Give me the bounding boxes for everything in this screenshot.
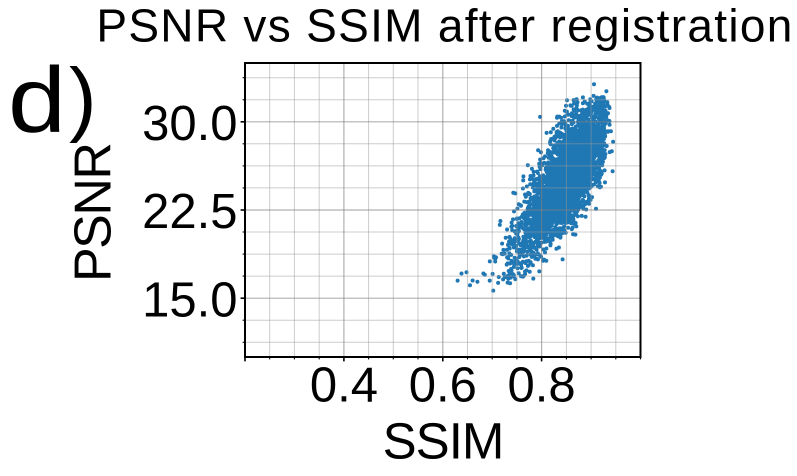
svg-text:SSIM: SSIM	[383, 412, 504, 469]
svg-text:d: d	[8, 48, 66, 152]
svg-text:0.8: 0.8	[508, 358, 576, 412]
svg-text:0.6: 0.6	[409, 358, 477, 412]
svg-text:PSNR vs SSIM after registratio: PSNR vs SSIM after registration	[96, 0, 793, 52]
svg-text:15.0: 15.0	[142, 273, 237, 327]
svg-text:PSNR: PSNR	[65, 144, 123, 282]
svg-text:0.4: 0.4	[310, 358, 378, 412]
svg-text:): )	[69, 51, 97, 144]
svg-text:22.5: 22.5	[142, 185, 237, 239]
svg-text:30.0: 30.0	[142, 97, 237, 151]
